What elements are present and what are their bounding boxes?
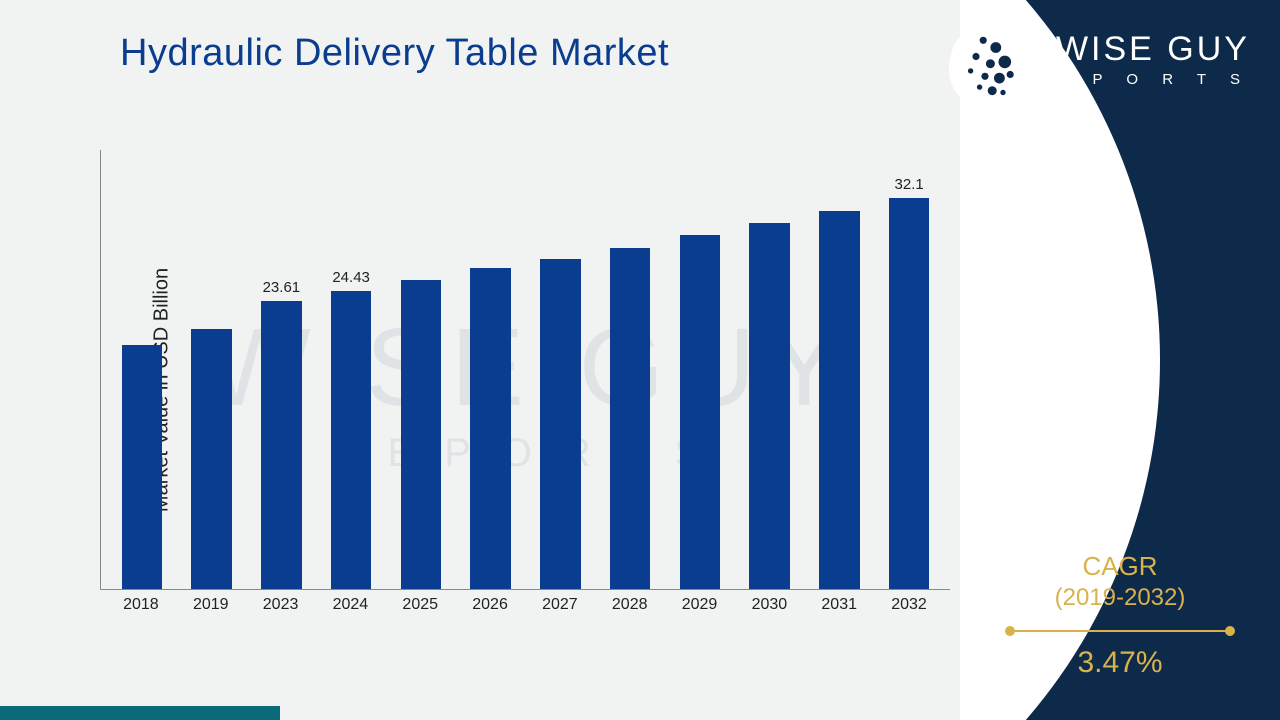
bar	[470, 268, 510, 589]
bar	[610, 248, 650, 589]
bar	[540, 259, 580, 589]
x-tick-label: 2027	[525, 590, 595, 630]
brand-subtitle: R E P O R T S	[1023, 71, 1250, 88]
bar	[749, 223, 789, 589]
chart-canvas: WISE GUY R E P O R T S CAGR (2019-2032) …	[0, 0, 1280, 720]
cagr-label: CAGR	[990, 551, 1250, 582]
brand-name: WISE GUY	[1023, 30, 1250, 69]
bar	[680, 235, 720, 589]
plot-area: 23.61 24.43 32.1	[100, 150, 950, 590]
accent-bar	[0, 706, 280, 720]
bars-container: 23.61 24.43 32.1	[101, 150, 950, 589]
x-tick-label: 2030	[734, 590, 804, 630]
bar-slot	[177, 150, 247, 589]
x-tick-label: 2025	[385, 590, 455, 630]
x-tick-label: 2024	[315, 590, 385, 630]
bar-value-label: 23.61	[263, 279, 301, 296]
brand-logo: WISE GUY R E P O R T S	[1023, 30, 1250, 88]
bar-chart: Market Value in USD Billion 23.6124.4332…	[50, 150, 950, 630]
bar-slot	[595, 150, 665, 589]
bar-slot	[805, 150, 875, 589]
cagr-block: CAGR (2019-2032) 3.47%	[990, 551, 1250, 680]
bar: 32.1	[889, 198, 929, 589]
cagr-period: (2019-2032)	[990, 584, 1250, 612]
bar-slot	[386, 150, 456, 589]
bar-slot	[107, 150, 177, 589]
cagr-divider-icon	[1010, 630, 1230, 632]
x-tick-label: 2026	[455, 590, 525, 630]
x-axis-labels: 2018201920232024202520262027202820292030…	[100, 590, 950, 630]
x-tick-label: 2029	[665, 590, 735, 630]
bar-slot: 23.61	[247, 150, 317, 589]
x-tick-label: 2028	[595, 590, 665, 630]
bar	[122, 345, 162, 589]
bar-value-label: 24.43	[332, 269, 370, 286]
bar-slot: 24.43	[316, 150, 386, 589]
x-tick-label: 2019	[176, 590, 246, 630]
bar-slot	[665, 150, 735, 589]
x-tick-label: 2032	[874, 590, 944, 630]
bar: 23.61	[261, 301, 301, 589]
bar-value-label: 32.1	[895, 176, 924, 193]
bar-slot	[735, 150, 805, 589]
bar-slot: 32.1	[874, 150, 944, 589]
cagr-value: 3.47%	[990, 646, 1250, 680]
chart-title: Hydraulic Delivery Table Market	[120, 32, 669, 75]
bar	[401, 280, 441, 589]
bar-slot	[526, 150, 596, 589]
bar	[191, 329, 231, 589]
x-tick-label: 2031	[804, 590, 874, 630]
brand-head-icon	[940, 20, 1030, 120]
bar: 24.43	[331, 291, 371, 589]
bar-slot	[456, 150, 526, 589]
x-tick-label: 2023	[246, 590, 316, 630]
x-tick-label: 2018	[106, 590, 176, 630]
bar	[819, 211, 859, 589]
